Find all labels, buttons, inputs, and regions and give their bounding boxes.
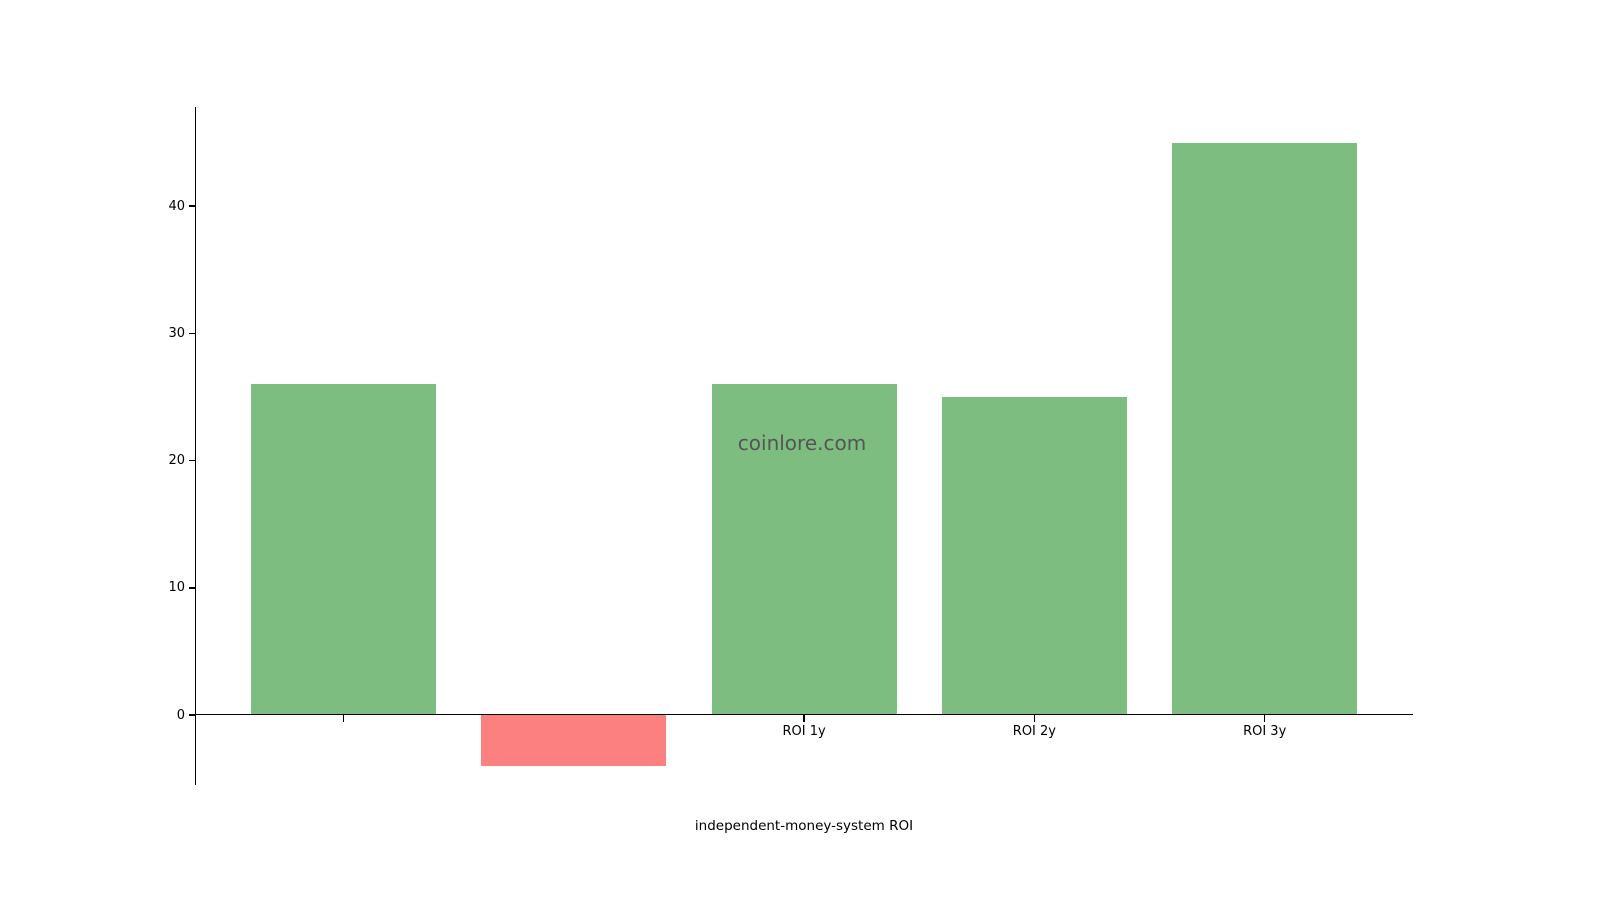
bar-negative [481,715,667,766]
bar-positive [941,397,1127,716]
x-tick [1033,715,1036,723]
bar-positive [711,384,897,716]
x-tick-label: ROI 2y [1012,724,1056,740]
x-tick [803,715,805,723]
y-tick-label: 30 [168,325,185,341]
x-tick-label: ROI 3y [1243,724,1287,740]
x-tick-label: ROI 1y [782,724,826,740]
y-axis-line [194,107,196,785]
y-tick [189,587,196,589]
y-tick-label: 10 [168,580,185,596]
watermark: coinlore.com [737,431,867,455]
x-tick [1263,715,1266,723]
bar-positive [1172,142,1358,716]
y-tick [189,714,196,716]
y-tick [189,205,196,207]
y-tick-label: 40 [168,198,185,214]
x-tick [342,715,345,723]
y-tick-label: 0 [176,707,185,723]
bar-positive [251,384,436,716]
y-tick-label: 20 [168,453,185,469]
x-axis-line [194,714,1413,716]
y-tick [189,459,196,462]
chart-title: independent-money-system ROI [694,818,914,834]
y-tick [189,332,196,335]
